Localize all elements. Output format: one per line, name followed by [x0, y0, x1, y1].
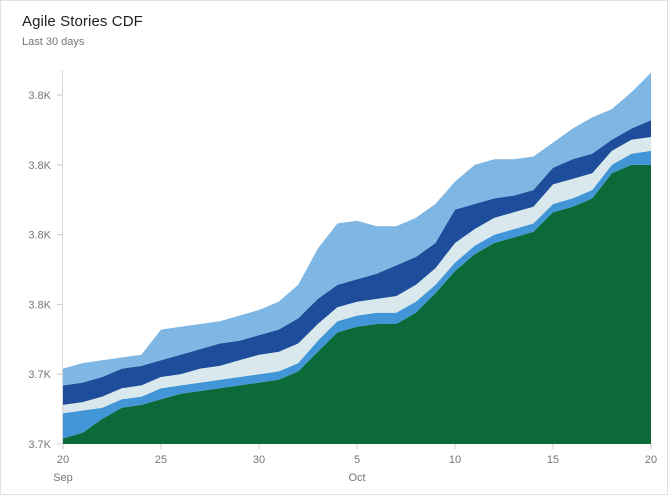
widget-header: Agile Stories CDF Last 30 days [22, 11, 143, 49]
x-tick-label: 5 [354, 454, 360, 466]
y-tick-label: 3.8K [28, 230, 51, 242]
area-band-series-4-navy-blue[interactable] [63, 120, 651, 405]
y-tick-label: 3.8K [28, 299, 51, 311]
widget-title: Agile Stories CDF [22, 13, 143, 30]
area-band-series-1-dark-green[interactable] [63, 164, 651, 444]
y-tick-label: 3.7K [28, 369, 51, 381]
y-tick-label: 3.8K [28, 90, 51, 102]
x-tick-label: 15 [547, 454, 559, 466]
y-tick-label: 3.8K [28, 160, 51, 172]
x-month-label: Sep [53, 472, 73, 484]
x-tick-label: 30 [253, 454, 265, 466]
area-band-series-5-sky-blue[interactable] [63, 72, 651, 386]
x-tick-label: 20 [645, 454, 657, 466]
x-month-label: Oct [348, 472, 365, 484]
widget-subtitle: Last 30 days [22, 36, 85, 48]
y-tick-label: 3.7K [28, 439, 51, 451]
x-tick-label: 20 [57, 454, 69, 466]
x-tick-label: 10 [449, 454, 461, 466]
x-tick-label: 25 [155, 454, 167, 466]
